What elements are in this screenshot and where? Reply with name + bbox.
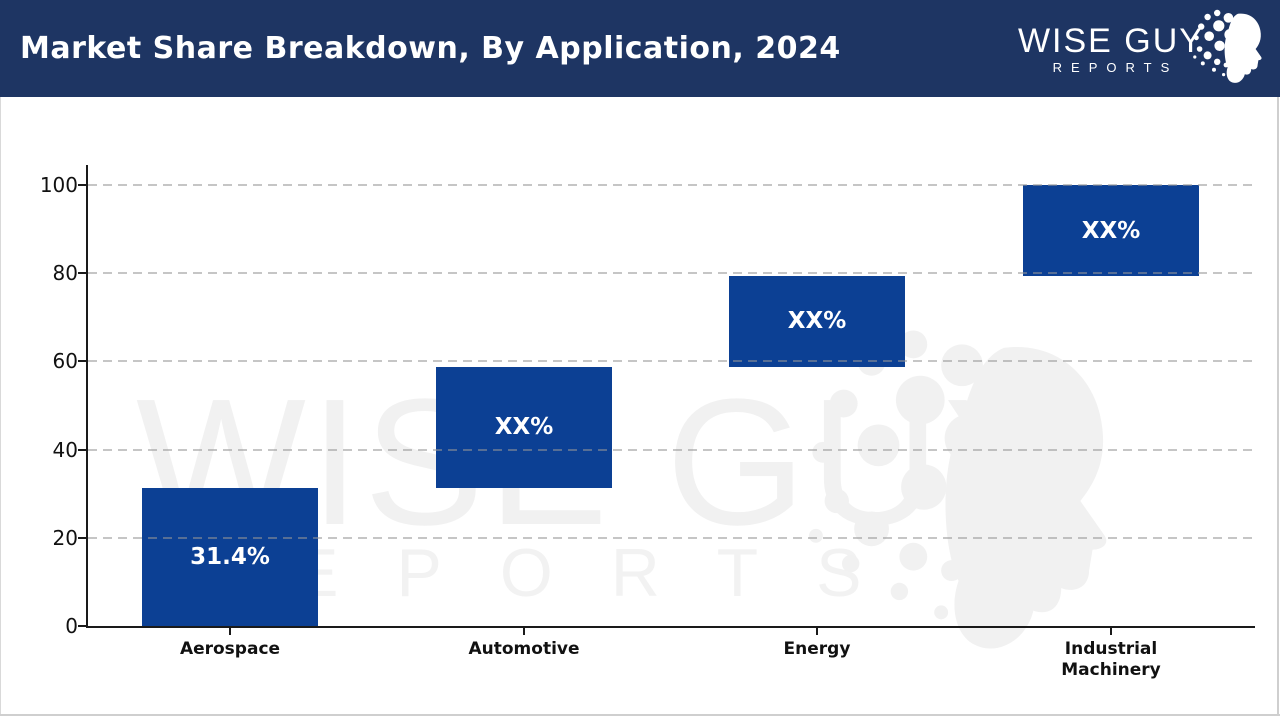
chart-area: WISE GUY REPORTS 02040608010031.4%Aerosp… xyxy=(0,97,1280,720)
x-category-label: Aerospace xyxy=(179,639,281,659)
y-tick-mark-20 xyxy=(78,536,86,539)
x-tick-mark-0 xyxy=(229,628,231,635)
bar-value-label: XX% xyxy=(1081,217,1141,244)
bar-value-label: 31.4% xyxy=(190,543,270,570)
x-category-label: Energy xyxy=(783,639,851,659)
dotted-head-logo-icon xyxy=(1193,9,1262,83)
bar-industrial-machinery: XX% xyxy=(1023,185,1199,277)
page-border-bottom xyxy=(0,714,1280,716)
brand-subtitle: REPORTS xyxy=(1052,59,1179,75)
y-tick-label-80: 80 xyxy=(52,261,78,286)
x-axis-line xyxy=(86,626,1255,628)
y-tick-label-100: 100 xyxy=(39,173,78,197)
y-tick-mark-60 xyxy=(78,360,86,363)
x-tick-mark-1 xyxy=(523,628,525,635)
y-tick-mark-100 xyxy=(78,184,86,186)
x-category-label: Automotive xyxy=(468,639,580,659)
gridline-100 xyxy=(88,184,1253,186)
y-tick-mark-40 xyxy=(78,448,86,451)
bar-automotive: XX% xyxy=(436,366,612,488)
bar-value-label: XX% xyxy=(494,414,554,441)
brand-name: WISE GUY xyxy=(1017,21,1204,60)
gridline-20 xyxy=(88,536,1253,539)
bar-energy: XX% xyxy=(729,276,905,367)
brand-logo: WISE GUY REPORTS xyxy=(1018,6,1280,92)
page-title: Market Share Breakdown, By Application, … xyxy=(20,31,841,66)
y-tick-label-40: 40 xyxy=(52,437,78,462)
y-tick-label-20: 20 xyxy=(52,525,78,550)
bar-value-label: XX% xyxy=(787,308,847,335)
y-tick-mark-80 xyxy=(78,272,86,275)
y-tick-mark-0 xyxy=(78,625,86,627)
y-tick-label-60: 60 xyxy=(52,349,78,374)
x-tick-mark-2 xyxy=(816,628,818,635)
header-bar: Market Share Breakdown, By Application, … xyxy=(0,0,1280,97)
gridline-60 xyxy=(88,360,1253,363)
x-category-label: Industrial Machinery xyxy=(1061,639,1161,680)
y-tick-label-0: 0 xyxy=(65,614,78,638)
brand-logo-text: WISE GUY REPORTS xyxy=(1018,24,1204,74)
x-tick-mark-3 xyxy=(1110,628,1112,635)
watermark-dotted-head-icon xyxy=(808,330,1107,649)
page-border-right xyxy=(1277,97,1279,716)
gridline-40 xyxy=(88,448,1253,451)
gridline-80 xyxy=(88,272,1253,275)
page-border-left xyxy=(0,97,1,716)
bar-aerospace: 31.4% xyxy=(142,487,318,626)
y-axis-line xyxy=(86,165,88,628)
